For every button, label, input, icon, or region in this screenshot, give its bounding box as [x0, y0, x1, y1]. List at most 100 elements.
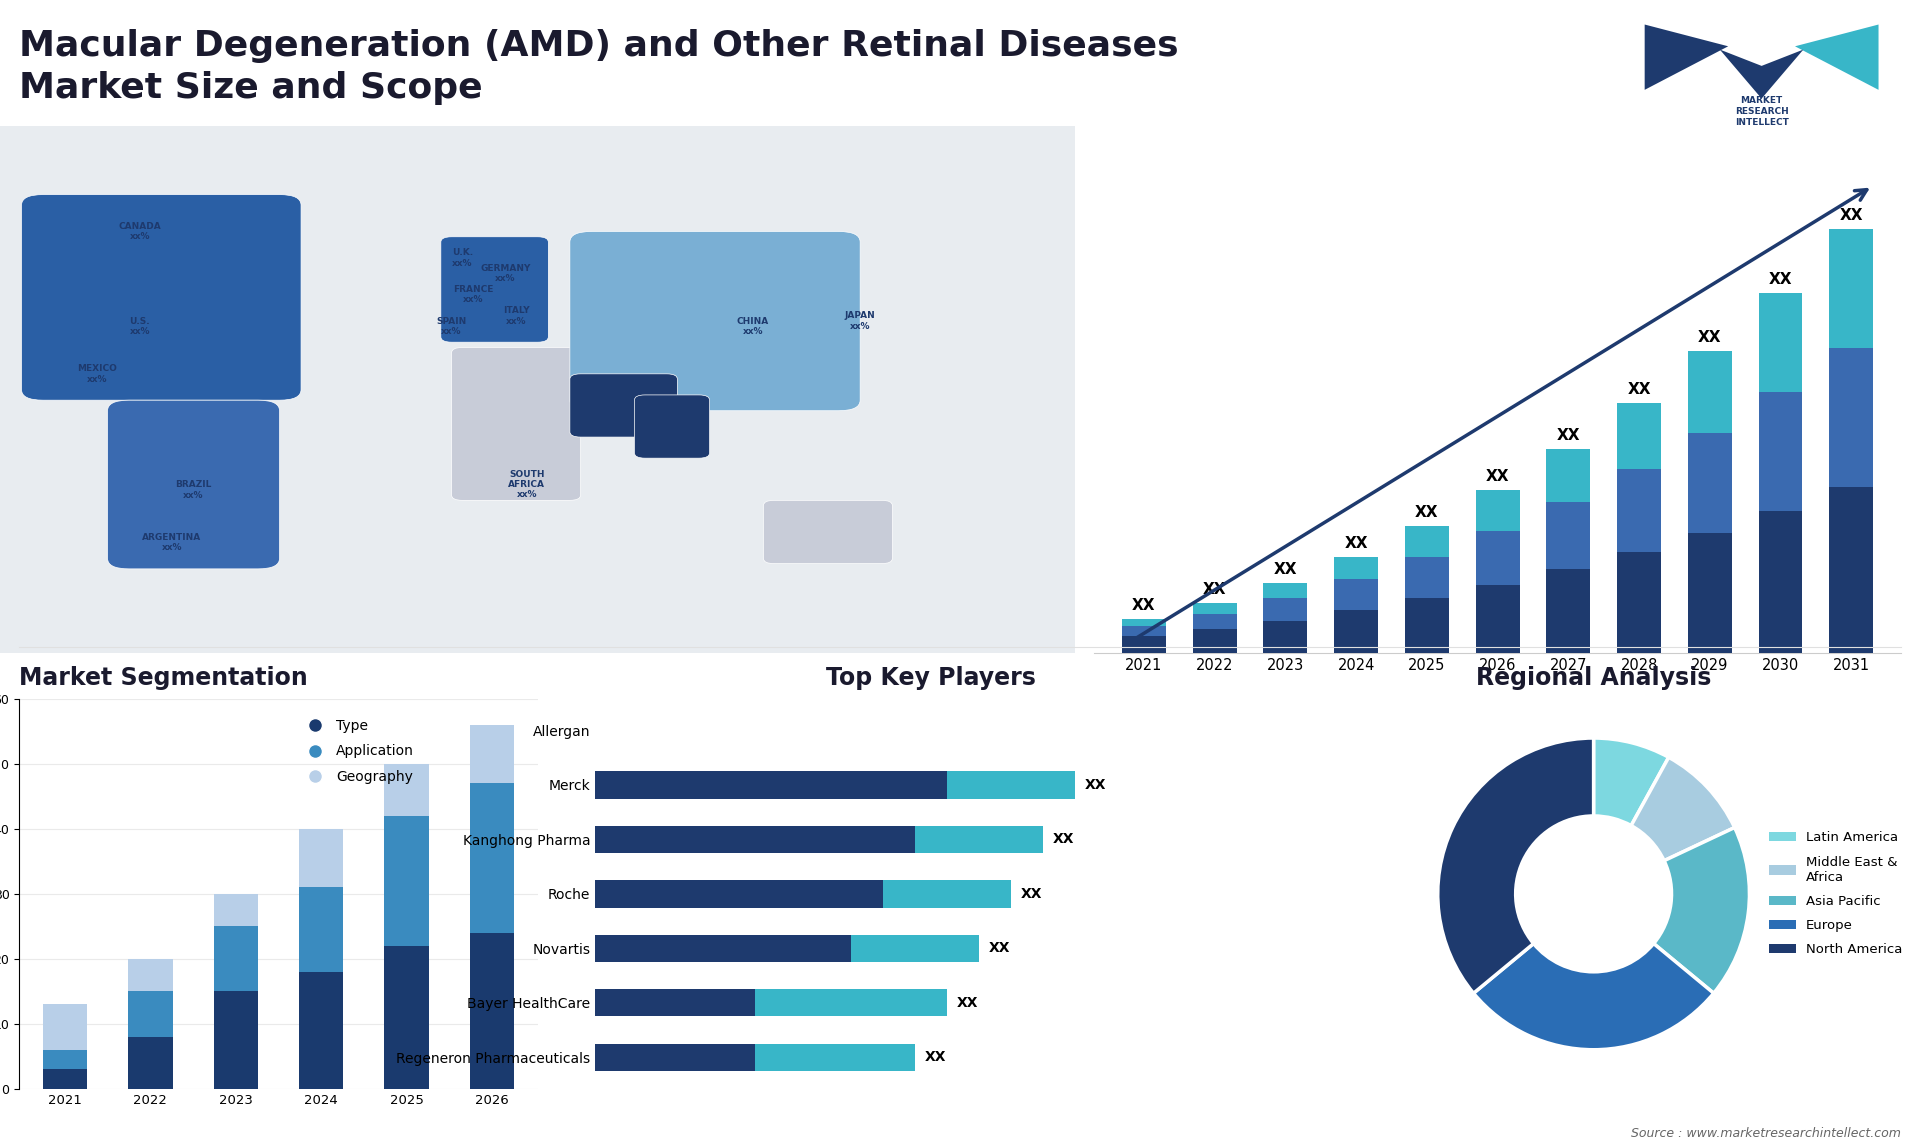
Bar	[1759, 292, 1803, 392]
Bar	[213, 926, 257, 991]
Bar	[300, 887, 344, 972]
Bar	[916, 826, 1043, 853]
Bar	[1546, 502, 1590, 570]
Text: INTELLECT: INTELLECT	[1734, 118, 1789, 127]
Text: XX: XX	[1628, 382, 1651, 397]
Bar	[1405, 598, 1450, 653]
Bar	[470, 933, 515, 1089]
FancyBboxPatch shape	[108, 400, 280, 568]
FancyBboxPatch shape	[764, 501, 893, 564]
Bar	[1759, 511, 1803, 653]
Text: Market Segmentation: Market Segmentation	[19, 666, 307, 690]
Bar	[470, 784, 515, 933]
Bar	[1121, 619, 1165, 626]
Text: U.K.
xx%: U.K. xx%	[451, 249, 472, 267]
Text: SPAIN
xx%: SPAIN xx%	[436, 316, 467, 336]
Bar	[595, 771, 947, 799]
Bar	[129, 959, 173, 991]
Bar	[213, 991, 257, 1089]
Bar	[1617, 470, 1661, 552]
Title: Top Key Players: Top Key Players	[826, 666, 1037, 690]
Text: RESEARCH: RESEARCH	[1736, 108, 1788, 116]
Bar	[1192, 629, 1236, 653]
Text: XX: XX	[989, 941, 1010, 956]
Bar	[1334, 557, 1379, 580]
Bar	[1334, 580, 1379, 611]
Polygon shape	[1645, 24, 1728, 89]
Bar	[1830, 347, 1874, 487]
Bar	[1546, 449, 1590, 502]
FancyBboxPatch shape	[451, 347, 580, 501]
Text: GERMANY
xx%: GERMANY xx%	[480, 264, 530, 283]
Text: BRAZIL
xx%: BRAZIL xx%	[175, 480, 211, 500]
Bar	[595, 989, 755, 1017]
Bar	[1334, 611, 1379, 653]
Text: FRANCE
xx%: FRANCE xx%	[453, 285, 493, 305]
Bar	[1546, 570, 1590, 653]
Bar	[1617, 402, 1661, 470]
Bar	[595, 826, 916, 853]
Bar	[384, 764, 428, 816]
Text: ITALY
xx%: ITALY xx%	[503, 306, 530, 325]
Bar	[213, 894, 257, 926]
Text: XX: XX	[956, 996, 979, 1010]
Bar	[470, 725, 515, 784]
Legend: Latin America, Middle East &
Africa, Asia Pacific, Europe, North America: Latin America, Middle East & Africa, Asi…	[1764, 826, 1908, 961]
Bar	[755, 1044, 916, 1072]
Bar	[1830, 487, 1874, 653]
Text: SOUTH
AFRICA
xx%: SOUTH AFRICA xx%	[509, 470, 545, 500]
Legend: Type, Application, Geography: Type, Application, Geography	[296, 714, 419, 790]
Text: MARKET: MARKET	[1740, 96, 1784, 105]
Bar	[1617, 552, 1661, 653]
Bar	[42, 1050, 86, 1069]
Bar	[1263, 583, 1308, 598]
Text: XX: XX	[925, 1051, 947, 1065]
Title: Regional Analysis: Regional Analysis	[1476, 666, 1711, 690]
Wedge shape	[1438, 738, 1594, 994]
Bar	[1405, 526, 1450, 557]
Bar	[1830, 229, 1874, 347]
Text: XX: XX	[1052, 832, 1075, 847]
Bar	[129, 1037, 173, 1089]
Text: XX: XX	[1344, 536, 1367, 551]
Bar	[1476, 490, 1519, 532]
Text: Source : www.marketresearchintellect.com: Source : www.marketresearchintellect.com	[1630, 1128, 1901, 1140]
Bar	[1192, 614, 1236, 629]
Bar	[42, 1069, 86, 1089]
Bar	[883, 880, 1012, 908]
Bar	[1759, 392, 1803, 511]
Bar	[129, 991, 173, 1037]
Bar	[755, 989, 947, 1017]
Bar	[1688, 533, 1732, 653]
FancyBboxPatch shape	[634, 395, 710, 458]
Text: XX: XX	[1839, 209, 1862, 223]
Bar	[1688, 351, 1732, 433]
Text: INDIA
xx%: INDIA xx%	[662, 401, 691, 421]
Bar	[42, 1004, 86, 1050]
FancyBboxPatch shape	[0, 126, 1075, 653]
Bar	[595, 880, 883, 908]
Text: MEXICO
xx%: MEXICO xx%	[77, 364, 117, 384]
Text: Market Size and Scope: Market Size and Scope	[19, 71, 482, 105]
Bar	[1476, 532, 1519, 584]
Text: XX: XX	[1697, 330, 1722, 345]
Text: ARGENTINA
xx%: ARGENTINA xx%	[142, 533, 202, 552]
Text: XX: XX	[1486, 469, 1509, 484]
Bar	[1121, 636, 1165, 653]
Wedge shape	[1653, 827, 1749, 994]
Bar	[1688, 433, 1732, 533]
Bar	[1476, 584, 1519, 653]
Bar	[1121, 626, 1165, 636]
Bar	[595, 935, 851, 961]
Text: SAUDI
ARABIA
xx%: SAUDI ARABIA xx%	[584, 385, 622, 415]
FancyBboxPatch shape	[570, 231, 860, 410]
Text: XX: XX	[1133, 598, 1156, 613]
Text: XX: XX	[1768, 272, 1791, 286]
Bar	[595, 1044, 755, 1072]
Text: XX: XX	[1204, 582, 1227, 597]
Text: CANADA
xx%: CANADA xx%	[119, 222, 161, 241]
Text: U.S.
xx%: U.S. xx%	[129, 316, 150, 336]
Text: XX: XX	[1021, 887, 1043, 901]
Text: XX: XX	[1273, 562, 1298, 576]
Bar	[1263, 621, 1308, 653]
